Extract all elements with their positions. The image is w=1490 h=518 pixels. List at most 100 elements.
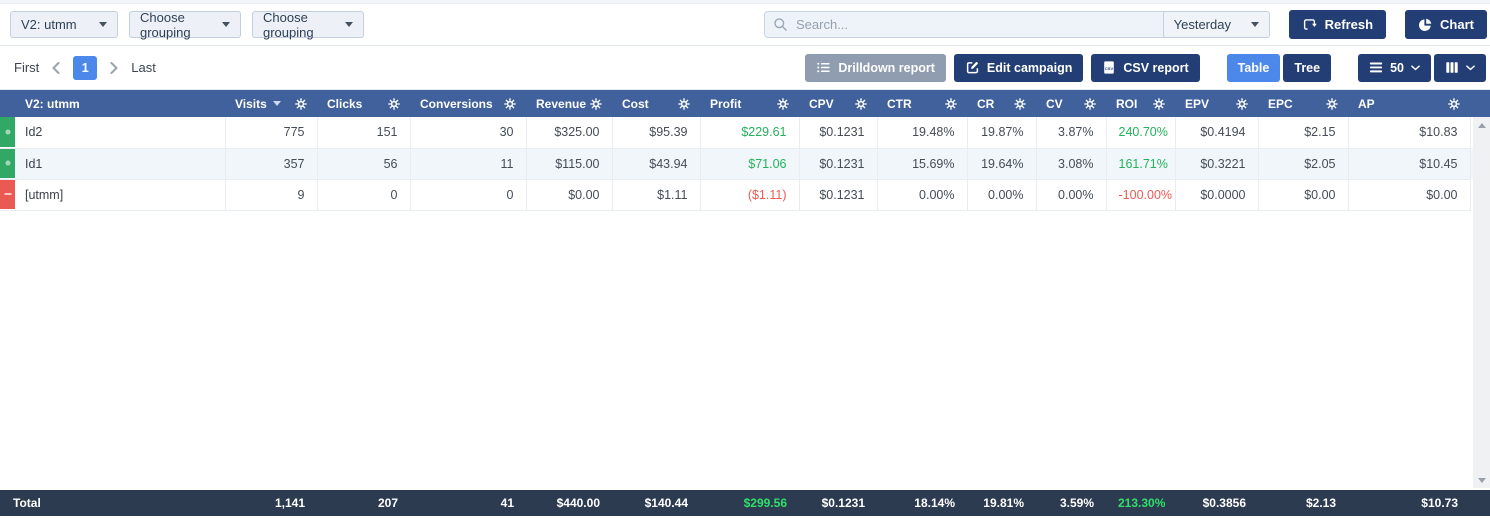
column-header-epc[interactable]: EPC	[1258, 90, 1348, 117]
gear-icon[interactable]	[1448, 97, 1460, 110]
column-label: Revenue	[536, 96, 587, 111]
cell-name: [utmm]	[0, 179, 226, 211]
scrollbar[interactable]	[1473, 117, 1490, 488]
edit-campaign-button[interactable]: Edit campaign	[953, 53, 1084, 82]
column-label: Visits	[235, 96, 267, 111]
gear-icon[interactable]	[1084, 97, 1096, 110]
column-header-ctr[interactable]: CTR	[877, 90, 967, 117]
cell-conversions: 11	[410, 148, 527, 180]
column-label: CPV	[809, 96, 834, 111]
column-label: CR	[977, 96, 995, 111]
columns-select[interactable]	[1434, 53, 1486, 82]
total-ctr: 18.14%	[914, 496, 955, 510]
refresh-label: Refresh	[1324, 17, 1374, 32]
top-strip	[0, 0, 1490, 4]
gear-icon[interactable]	[590, 97, 602, 110]
action-buttons: Drilldown report Edit campaign CSV CSV r…	[805, 53, 1486, 82]
cell-cost: $43.94	[612, 148, 701, 180]
chart-button[interactable]: Chart	[1405, 10, 1487, 39]
total-filler	[1470, 490, 1490, 516]
drilldown-report-button[interactable]: Drilldown report	[805, 53, 946, 82]
column-header-epv[interactable]: EPV	[1175, 90, 1258, 117]
pagination-last[interactable]: Last	[131, 60, 156, 75]
gear-icon[interactable]	[855, 97, 867, 110]
total-name: Total	[13, 496, 41, 510]
report-table: V2: utmm Visits Clicks Conversions Revenue Co…	[0, 90, 1490, 211]
gear-icon[interactable]	[1326, 97, 1338, 110]
total-profit: $299.56	[743, 496, 787, 510]
column-header-conversions[interactable]: Conversions	[410, 90, 526, 117]
hamburger-icon	[1369, 62, 1383, 73]
variable-select[interactable]: V2: utmm	[10, 11, 118, 38]
pagination-current-page[interactable]: 1	[73, 55, 98, 80]
pagination-first[interactable]: First	[14, 60, 40, 75]
toolbar: V2: utmm Choose grouping Choose grouping…	[0, 4, 1490, 46]
column-header-name[interactable]: V2: utmm	[0, 90, 225, 117]
table-row[interactable]: [utmm] 9 0 0 $0.00 $1.11 ($1.11) $0.1231 0.00% 0.…	[0, 179, 1490, 211]
column-header-ap[interactable]: AP	[1348, 90, 1470, 117]
column-label: Clicks	[327, 96, 363, 111]
cell-ctr: 15.69%	[877, 148, 968, 180]
column-header-clicks[interactable]: Clicks	[317, 90, 410, 117]
refresh-button[interactable]: Refresh	[1288, 10, 1387, 39]
column-header-cv[interactable]: CV	[1036, 90, 1106, 117]
table-row[interactable]: Id2 775 151 30 $325.00 $95.39 $229.61 $0.1231 19…	[0, 117, 1490, 149]
trend-up-indicator	[0, 117, 15, 147]
scroll-down-arrow[interactable]	[1473, 472, 1490, 488]
gear-icon[interactable]	[1153, 97, 1165, 110]
gear-icon[interactable]	[945, 97, 957, 110]
grouping-select-1[interactable]: Choose grouping	[129, 9, 241, 40]
sort-caret-down-icon	[272, 101, 281, 106]
trend-up-indicator	[0, 148, 15, 178]
cell-cv: 0.00%	[1036, 179, 1107, 211]
date-range-select[interactable]: Yesterday	[1162, 11, 1270, 38]
cell-cpv: $0.1231	[799, 117, 878, 149]
chevron-down-icon	[222, 22, 230, 27]
cell-clicks: 151	[317, 117, 411, 149]
gear-icon[interactable]	[777, 97, 789, 110]
column-header-revenue[interactable]: Revenue	[526, 90, 612, 117]
column-header-roi[interactable]: ROI	[1106, 90, 1175, 117]
search-icon	[774, 18, 787, 31]
total-cr: 19.81%	[983, 496, 1024, 510]
table-row[interactable]: Id1 357 56 11 $115.00 $43.94 $71.06 $0.1231 15.6…	[0, 148, 1490, 180]
cell-name: Id1	[0, 148, 226, 180]
column-header-profit[interactable]: Profit	[700, 90, 799, 117]
chevron-down-icon	[1466, 64, 1475, 70]
gear-icon[interactable]	[388, 97, 400, 110]
column-header-cost[interactable]: Cost	[612, 90, 700, 117]
chevron-right-icon[interactable]	[110, 61, 118, 74]
gear-icon[interactable]	[1014, 97, 1026, 110]
gear-icon[interactable]	[504, 97, 516, 110]
cell-profit: $229.61	[700, 117, 800, 149]
column-header-cr[interactable]: CR	[967, 90, 1036, 117]
column-label: EPV	[1185, 96, 1210, 111]
tree-view-toggle[interactable]: Tree	[1283, 53, 1332, 82]
total-visits: 1,141	[274, 496, 305, 510]
column-label: ROI	[1116, 96, 1138, 111]
gear-icon[interactable]	[678, 97, 690, 110]
grouping-select-2[interactable]: Choose grouping	[252, 10, 364, 40]
cell-epv: $0.4194	[1175, 117, 1259, 149]
chevron-left-icon[interactable]	[52, 61, 60, 74]
column-label: CTR	[887, 96, 912, 111]
column-header-visits[interactable]: Visits	[225, 90, 317, 117]
cell-epc: $2.15	[1258, 117, 1349, 149]
column-header-cpv[interactable]: CPV	[799, 90, 877, 117]
total-conversions: 41	[500, 496, 514, 510]
trend-down-indicator	[0, 179, 15, 209]
scroll-up-arrow[interactable]	[1473, 117, 1490, 133]
grouping-select-1-value: Choose grouping	[140, 9, 191, 40]
gear-icon[interactable]	[295, 97, 307, 110]
cell-cr: 19.64%	[967, 148, 1037, 180]
column-label: CV	[1046, 96, 1063, 111]
table-view-toggle[interactable]: Table	[1226, 53, 1281, 82]
page-size-select[interactable]: 50	[1358, 53, 1431, 82]
cell-ap: $0.00	[1348, 179, 1471, 211]
search-input[interactable]	[764, 11, 1168, 38]
total-epv: $0.3856	[1202, 496, 1246, 510]
cell-epc: $0.00	[1258, 179, 1349, 211]
action-bar: First 1 Last Drilldown report	[0, 46, 1490, 90]
gear-icon[interactable]	[1236, 97, 1248, 110]
csv-report-button[interactable]: CSV CSV report	[1091, 53, 1200, 82]
